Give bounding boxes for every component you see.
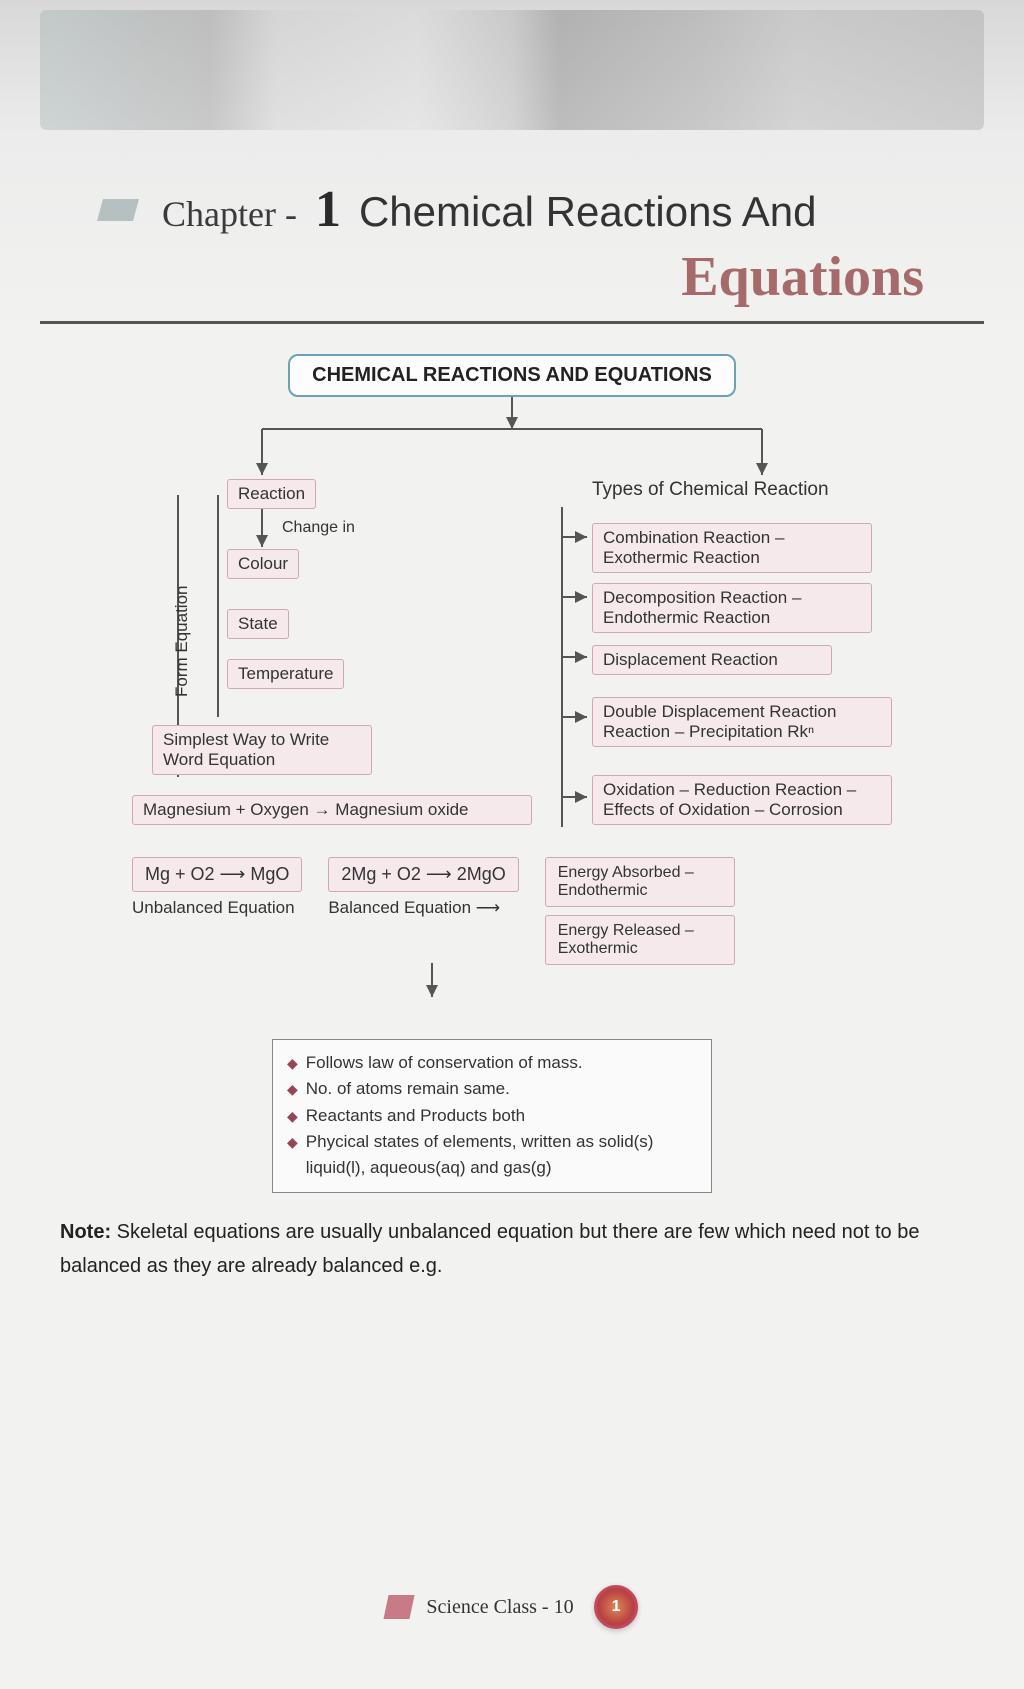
node-word-equation: Magnesium + Oxygen → Magnesium oxide: [132, 795, 532, 825]
node-simplest-way: Simplest Way to Write Word Equation: [152, 725, 372, 775]
bullet-icon: ◆: [287, 1053, 298, 1079]
note-label: Note:: [60, 1221, 111, 1243]
equation-unbalanced-group: Mg + O2 ⟶ MgO Unbalanced Equation: [132, 857, 302, 918]
equation-balanced: 2Mg + O2 ⟶ 2MgO: [328, 857, 518, 892]
node-temperature: Temperature: [227, 659, 344, 689]
equation-balanced-group: 2Mg + O2 ⟶ 2MgO Balanced Equation ⟶: [328, 857, 518, 918]
bullets-box: ◆Follows law of conservation of mass. ◆N…: [272, 1039, 712, 1193]
node-types-heading: Types of Chemical Reaction: [592, 479, 829, 501]
label-form-equation: Form Equation: [172, 586, 192, 698]
bullet-icon: ◆: [287, 1079, 298, 1105]
energy-group: Energy Absorbed – Endothermic Energy Rel…: [545, 857, 735, 965]
chapter-title-line1: Chemical Reactions And: [359, 188, 817, 236]
node-type-double-displacement: Double Displacement Reaction Reaction – …: [592, 697, 892, 747]
flowchart-heading: CHEMICAL REACTIONS AND EQUATIONS: [288, 354, 736, 397]
bullet-item: ◆Phycical states of elements, written as…: [287, 1129, 697, 1182]
node-type-displacement: Displacement Reaction: [592, 645, 832, 675]
footer-text: Science Class - 10: [426, 1596, 573, 1619]
node-reaction: Reaction: [227, 479, 316, 509]
chapter-title-line2: Equations: [40, 245, 924, 309]
flowchart: CHEMICAL REACTIONS AND EQUATIONS: [132, 354, 892, 1193]
arrow-to-bullets: [132, 963, 892, 1003]
equation-unbalanced-caption: Unbalanced Equation: [132, 898, 302, 918]
note-paragraph: Note: Skeletal equations are usually unb…: [60, 1215, 964, 1283]
equation-row: Mg + O2 ⟶ MgO Unbalanced Equation 2Mg + …: [132, 857, 735, 965]
header-image-strip: [40, 10, 984, 130]
node-type-combination: Combination Reaction – Exothermic Reacti…: [592, 523, 872, 573]
footer-chip-icon: [383, 1595, 414, 1619]
energy-exothermic: Energy Released – Exothermic: [545, 915, 735, 965]
bullet-item: ◆Follows law of conservation of mass.: [287, 1050, 697, 1076]
bullet-icon: ◆: [287, 1132, 298, 1185]
equation-unbalanced: Mg + O2 ⟶ MgO: [132, 857, 302, 892]
page-number-badge: 1: [594, 1585, 638, 1629]
node-type-decomposition: Decomposition Reaction – Endothermic Rea…: [592, 583, 872, 633]
chapter-header: Chapter - 1 Chemical Reactions And: [100, 180, 984, 239]
bullet-item: ◆No. of atoms remain same.: [287, 1076, 697, 1102]
equation-balanced-caption: Balanced Equation ⟶: [328, 898, 518, 918]
energy-endothermic: Energy Absorbed – Endothermic: [545, 857, 735, 907]
divider: [40, 321, 984, 324]
flowchart-body: Reaction Change in Colour State Temperat…: [132, 397, 892, 957]
footer: Science Class - 10 1: [0, 1585, 1024, 1629]
node-state: State: [227, 609, 289, 639]
chapter-chip-icon: [97, 199, 139, 221]
note-text: Skeletal equations are usually unbalance…: [60, 1221, 919, 1277]
page: Chapter - 1 Chemical Reactions And Equat…: [0, 0, 1024, 1689]
bullet-icon: ◆: [287, 1106, 298, 1132]
chapter-number: 1: [315, 180, 341, 239]
bullet-item: ◆Reactants and Products both: [287, 1103, 697, 1129]
chapter-label: Chapter -: [162, 193, 297, 235]
node-type-redox: Oxidation – Reduction Reaction – Effects…: [592, 775, 892, 825]
node-colour: Colour: [227, 549, 299, 579]
label-change-in: Change in: [282, 519, 355, 537]
